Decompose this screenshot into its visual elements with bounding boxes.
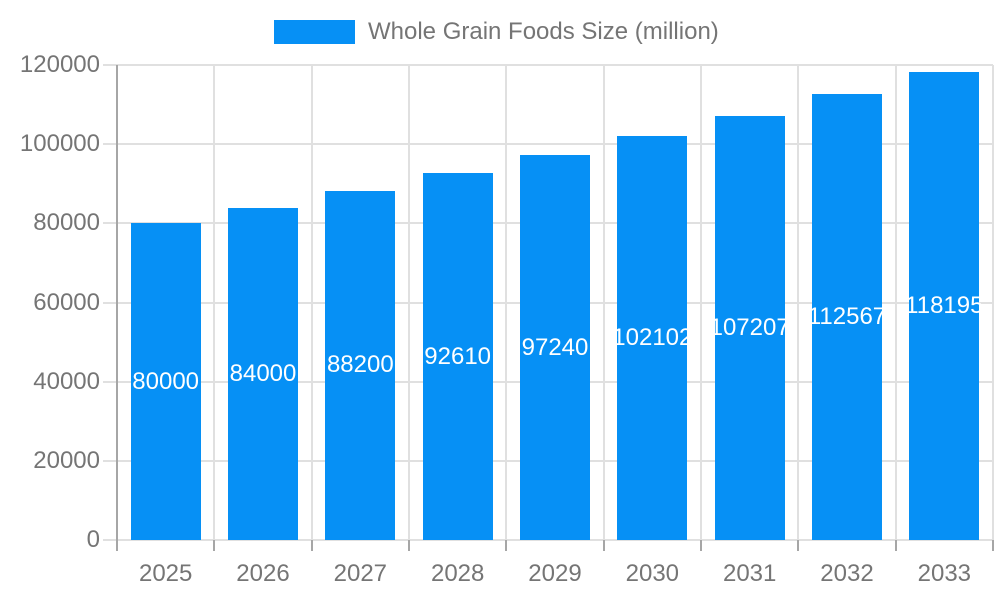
bar[interactable] bbox=[909, 72, 980, 540]
v-gridline bbox=[602, 65, 605, 540]
x-axis-tick bbox=[700, 540, 702, 551]
bar[interactable] bbox=[520, 155, 590, 540]
x-axis-tick-label: 2033 bbox=[917, 560, 972, 587]
v-gridline bbox=[894, 65, 897, 540]
x-axis-tick bbox=[894, 540, 897, 551]
x-axis-tick bbox=[505, 540, 508, 551]
bar[interactable] bbox=[422, 173, 493, 540]
y-axis-tick-label: 60000 bbox=[33, 288, 100, 316]
bar[interactable] bbox=[228, 207, 298, 540]
x-axis-tick bbox=[992, 540, 994, 551]
y-axis-line bbox=[116, 65, 118, 551]
h-gridline bbox=[103, 143, 993, 146]
v-gridline bbox=[992, 65, 994, 540]
x-axis-tick bbox=[408, 540, 410, 551]
bar[interactable] bbox=[617, 135, 688, 540]
x-axis-tick bbox=[213, 540, 216, 551]
x-axis-tick bbox=[797, 540, 800, 551]
x-axis-tick-label: 2025 bbox=[138, 560, 193, 587]
bar[interactable] bbox=[130, 223, 201, 540]
x-axis-tick-label: 2031 bbox=[722, 560, 777, 587]
v-gridline bbox=[213, 65, 216, 540]
bar[interactable] bbox=[714, 115, 785, 540]
legend-swatch[interactable] bbox=[274, 20, 355, 44]
x-axis-tick-label: 2028 bbox=[430, 560, 485, 587]
y-axis-tick-label: 0 bbox=[86, 526, 100, 553]
bar[interactable] bbox=[812, 94, 882, 540]
x-axis-tick bbox=[602, 540, 605, 551]
legend-label[interactable]: Whole Grain Foods Size (million) bbox=[368, 18, 719, 45]
v-gridline bbox=[408, 65, 410, 540]
x-axis-tick-label: 2030 bbox=[625, 560, 680, 587]
bar[interactable] bbox=[325, 190, 396, 540]
y-axis-tick-label: 40000 bbox=[33, 367, 100, 395]
x-axis-tick-label: 2027 bbox=[333, 560, 388, 587]
y-axis-tick-label: 20000 bbox=[33, 446, 100, 474]
v-gridline bbox=[505, 65, 508, 540]
v-gridline bbox=[700, 65, 702, 540]
v-gridline bbox=[310, 65, 313, 540]
h-gridline bbox=[103, 539, 993, 541]
x-axis-tick bbox=[310, 540, 313, 551]
h-gridline bbox=[103, 64, 993, 66]
x-axis-tick-label: 2029 bbox=[528, 560, 582, 587]
y-axis-tick-label: 80000 bbox=[33, 209, 100, 237]
x-axis-tick-label: 2032 bbox=[820, 560, 874, 587]
v-gridline bbox=[797, 65, 800, 540]
y-axis-tick-label: 100000 bbox=[19, 130, 100, 158]
x-axis-tick-label: 2026 bbox=[236, 560, 290, 587]
y-axis-tick-label: 120000 bbox=[19, 51, 100, 78]
